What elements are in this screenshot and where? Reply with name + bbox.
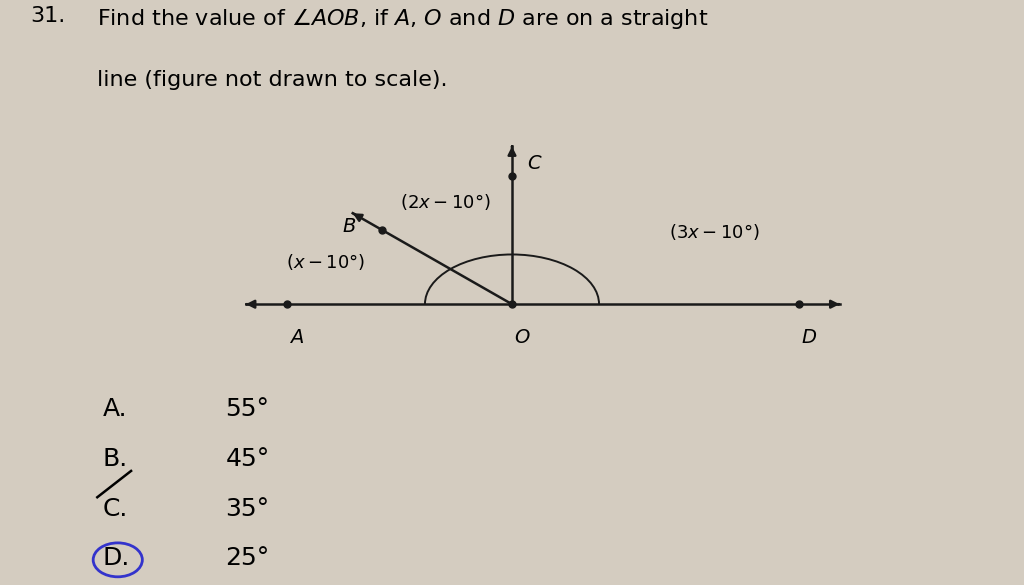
Text: A.: A.	[102, 397, 127, 421]
Text: $O$: $O$	[514, 328, 530, 346]
Text: $(2x - 10°)$: $(2x - 10°)$	[400, 192, 490, 212]
Text: 45°: 45°	[225, 447, 269, 471]
Text: C.: C.	[102, 497, 128, 521]
Text: 35°: 35°	[225, 497, 269, 521]
Text: D.: D.	[102, 546, 130, 570]
Text: Find the value of $\angle AOB$, if $A$, $O$ and $D$ are on a straight: Find the value of $\angle AOB$, if $A$, …	[97, 6, 709, 31]
Text: 55°: 55°	[225, 397, 269, 421]
Text: line (figure not drawn to scale).: line (figure not drawn to scale).	[97, 70, 447, 90]
Text: $A$: $A$	[290, 328, 304, 346]
Text: B.: B.	[102, 447, 128, 471]
Text: 25°: 25°	[225, 546, 269, 570]
Text: $(3x - 10°)$: $(3x - 10°)$	[669, 222, 760, 242]
Text: $C$: $C$	[527, 154, 543, 173]
Text: $B$: $B$	[342, 217, 356, 236]
Text: $(x - 10°)$: $(x - 10°)$	[286, 252, 365, 272]
Text: 31.: 31.	[31, 6, 66, 26]
Text: $D$: $D$	[801, 328, 817, 346]
